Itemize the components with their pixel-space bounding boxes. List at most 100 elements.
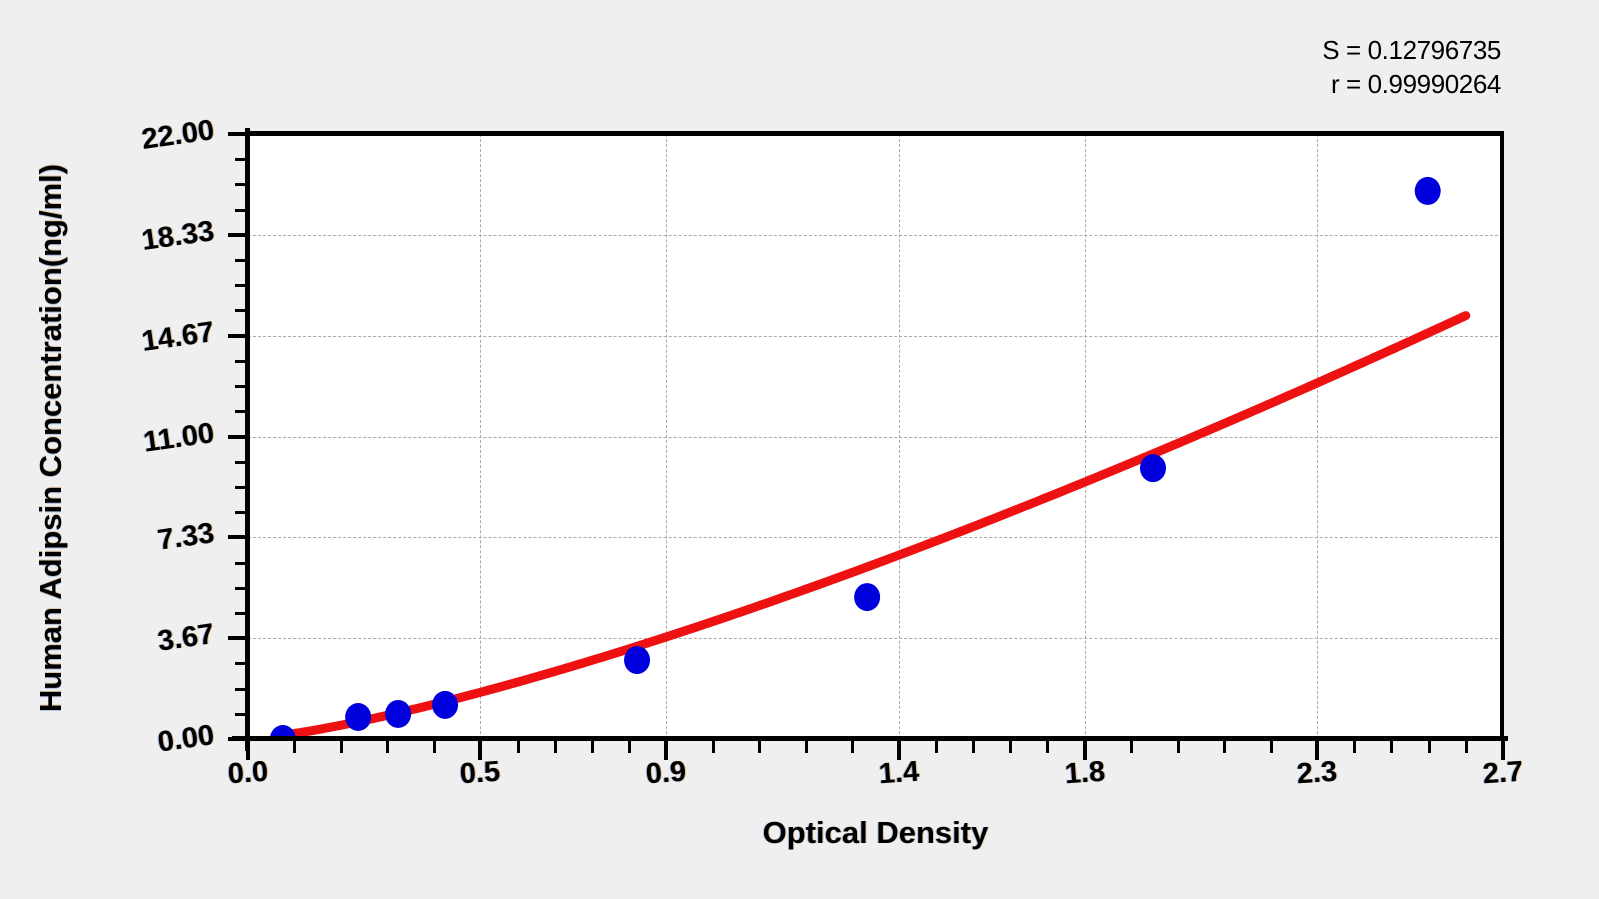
y-axis-tick-minor — [235, 359, 248, 363]
x-axis-tick-minor — [1130, 741, 1134, 753]
stat-s-value: S = 0.12796735 — [1322, 35, 1501, 65]
data-point-marker[interactable] — [854, 583, 881, 612]
y-axis-tick-minor — [235, 687, 248, 691]
y-axis-tick-major — [228, 434, 248, 439]
y-axis-tick-minor — [235, 259, 248, 263]
y-axis-tick-label: 14.67 — [139, 315, 217, 358]
x-axis-tick-minor — [934, 741, 938, 753]
x-axis-tick-major — [1501, 741, 1505, 760]
x-axis-tick-label: 0.9 — [645, 755, 688, 791]
x-axis-tick-minor — [1353, 741, 1357, 753]
x-axis-tick-minor — [1176, 741, 1180, 753]
x-axis-tick-minor — [1464, 741, 1468, 753]
x-axis-tick-major — [1082, 741, 1087, 760]
x-axis-tick-label: 1.8 — [1063, 755, 1106, 791]
y-axis-tick-minor — [235, 586, 248, 590]
y-axis-tick-label: 7.33 — [155, 517, 217, 558]
x-axis-tick-minor — [628, 741, 632, 753]
y-axis-tick-major — [228, 535, 248, 540]
y-axis-tick-major — [228, 132, 248, 136]
gridline-horizontal — [248, 638, 1503, 640]
data-point-marker[interactable] — [624, 646, 651, 675]
data-point-marker[interactable] — [345, 703, 372, 731]
x-axis-tick-minor — [432, 741, 436, 753]
y-axis-tick-minor — [235, 611, 248, 615]
y-axis-tick-label: 0.00 — [155, 719, 217, 759]
y-axis-tick-major — [228, 232, 248, 237]
x-axis-tick-major — [478, 741, 483, 760]
gridline-horizontal — [248, 234, 1503, 236]
gridline-horizontal — [248, 335, 1503, 337]
data-point-marker[interactable] — [385, 699, 412, 728]
y-axis-tick-minor — [235, 511, 248, 515]
gridline-vertical — [1084, 134, 1086, 739]
x-axis-tick-minor — [804, 741, 808, 753]
y-axis-tick-minor — [235, 712, 248, 716]
y-axis-tick-label: 3.67 — [155, 618, 217, 658]
y-axis-tick-minor — [235, 183, 248, 187]
fit-curve — [278, 311, 1471, 739]
data-point-marker[interactable] — [1139, 454, 1166, 483]
x-axis-tick-label: 2.3 — [1295, 755, 1339, 791]
gridline-horizontal — [248, 436, 1503, 438]
gridline-horizontal — [248, 537, 1503, 539]
y-axis-tick-minor — [235, 208, 248, 212]
x-axis-tick-label: 0.0 — [226, 755, 270, 791]
y-axis-tick-minor — [235, 410, 248, 414]
x-axis-tick-major — [1315, 741, 1320, 760]
y-axis-tick-minor — [235, 158, 248, 162]
y-axis-tick-minor — [235, 284, 248, 288]
x-axis-tick-major — [896, 741, 901, 760]
data-point-marker[interactable] — [1414, 176, 1441, 205]
x-axis-tick-minor — [590, 741, 594, 753]
x-axis-tick-label: 2.7 — [1481, 755, 1525, 791]
plot-area — [248, 134, 1503, 739]
y-axis-tick-label: 22.00 — [139, 114, 217, 156]
x-axis-tick-minor — [1046, 741, 1050, 753]
y-axis-tick-label: 18.33 — [139, 215, 217, 257]
plot-canvas — [269, 176, 1471, 739]
y-axis-tick-major — [228, 737, 248, 741]
x-axis-tick-minor — [1269, 741, 1273, 753]
y-axis-tick-major — [228, 333, 248, 338]
y-axis-tick-minor — [235, 309, 248, 313]
plot-frame-top — [248, 131, 1504, 136]
gridline-vertical — [480, 134, 482, 739]
y-axis-tick-minor — [235, 662, 248, 666]
y-axis-tick-minor — [235, 385, 248, 389]
x-axis-tick-minor — [1427, 741, 1431, 753]
fit-statistics: S = 0.12796735 r = 0.99990264 — [1322, 33, 1501, 102]
x-axis-tick-minor — [1009, 741, 1013, 753]
y-axis-line — [245, 128, 250, 751]
x-axis-tick-label: 1.4 — [877, 755, 920, 791]
y-axis-tick-major — [228, 636, 248, 641]
x-axis-tick-minor — [711, 741, 715, 753]
data-point-marker[interactable] — [269, 725, 296, 739]
y-axis-tick-label: 11.00 — [141, 416, 217, 459]
x-axis-tick-minor — [1390, 741, 1394, 753]
x-axis-title: Optical Density — [762, 815, 989, 850]
y-axis-tick-minor — [235, 561, 248, 565]
x-axis-tick-minor — [972, 741, 976, 753]
x-axis-tick-minor — [553, 741, 557, 753]
x-axis-tick-major — [664, 741, 669, 760]
x-axis-tick-minor — [293, 741, 297, 753]
x-axis-line — [232, 736, 1508, 741]
x-axis-tick-minor — [758, 741, 762, 753]
gridline-vertical — [898, 134, 900, 739]
x-axis-tick-minor — [516, 741, 520, 753]
gridline-vertical — [666, 134, 668, 739]
x-axis-tick-label: 0.5 — [459, 755, 502, 791]
stat-r-value: r = 0.99990264 — [1330, 69, 1501, 100]
y-axis-title: Human Adipsin Concentration(ng/ml) — [33, 163, 68, 713]
y-axis-tick-minor — [235, 460, 248, 464]
gridline-vertical — [1317, 134, 1319, 739]
x-axis-tick-minor — [851, 741, 855, 753]
y-axis-tick-minor — [235, 485, 248, 489]
x-axis-tick-minor — [1223, 741, 1227, 753]
plot-frame-right — [1500, 131, 1504, 741]
x-axis-tick-minor — [386, 741, 390, 753]
data-point-marker[interactable] — [432, 690, 459, 719]
x-axis-tick-minor — [339, 741, 343, 753]
